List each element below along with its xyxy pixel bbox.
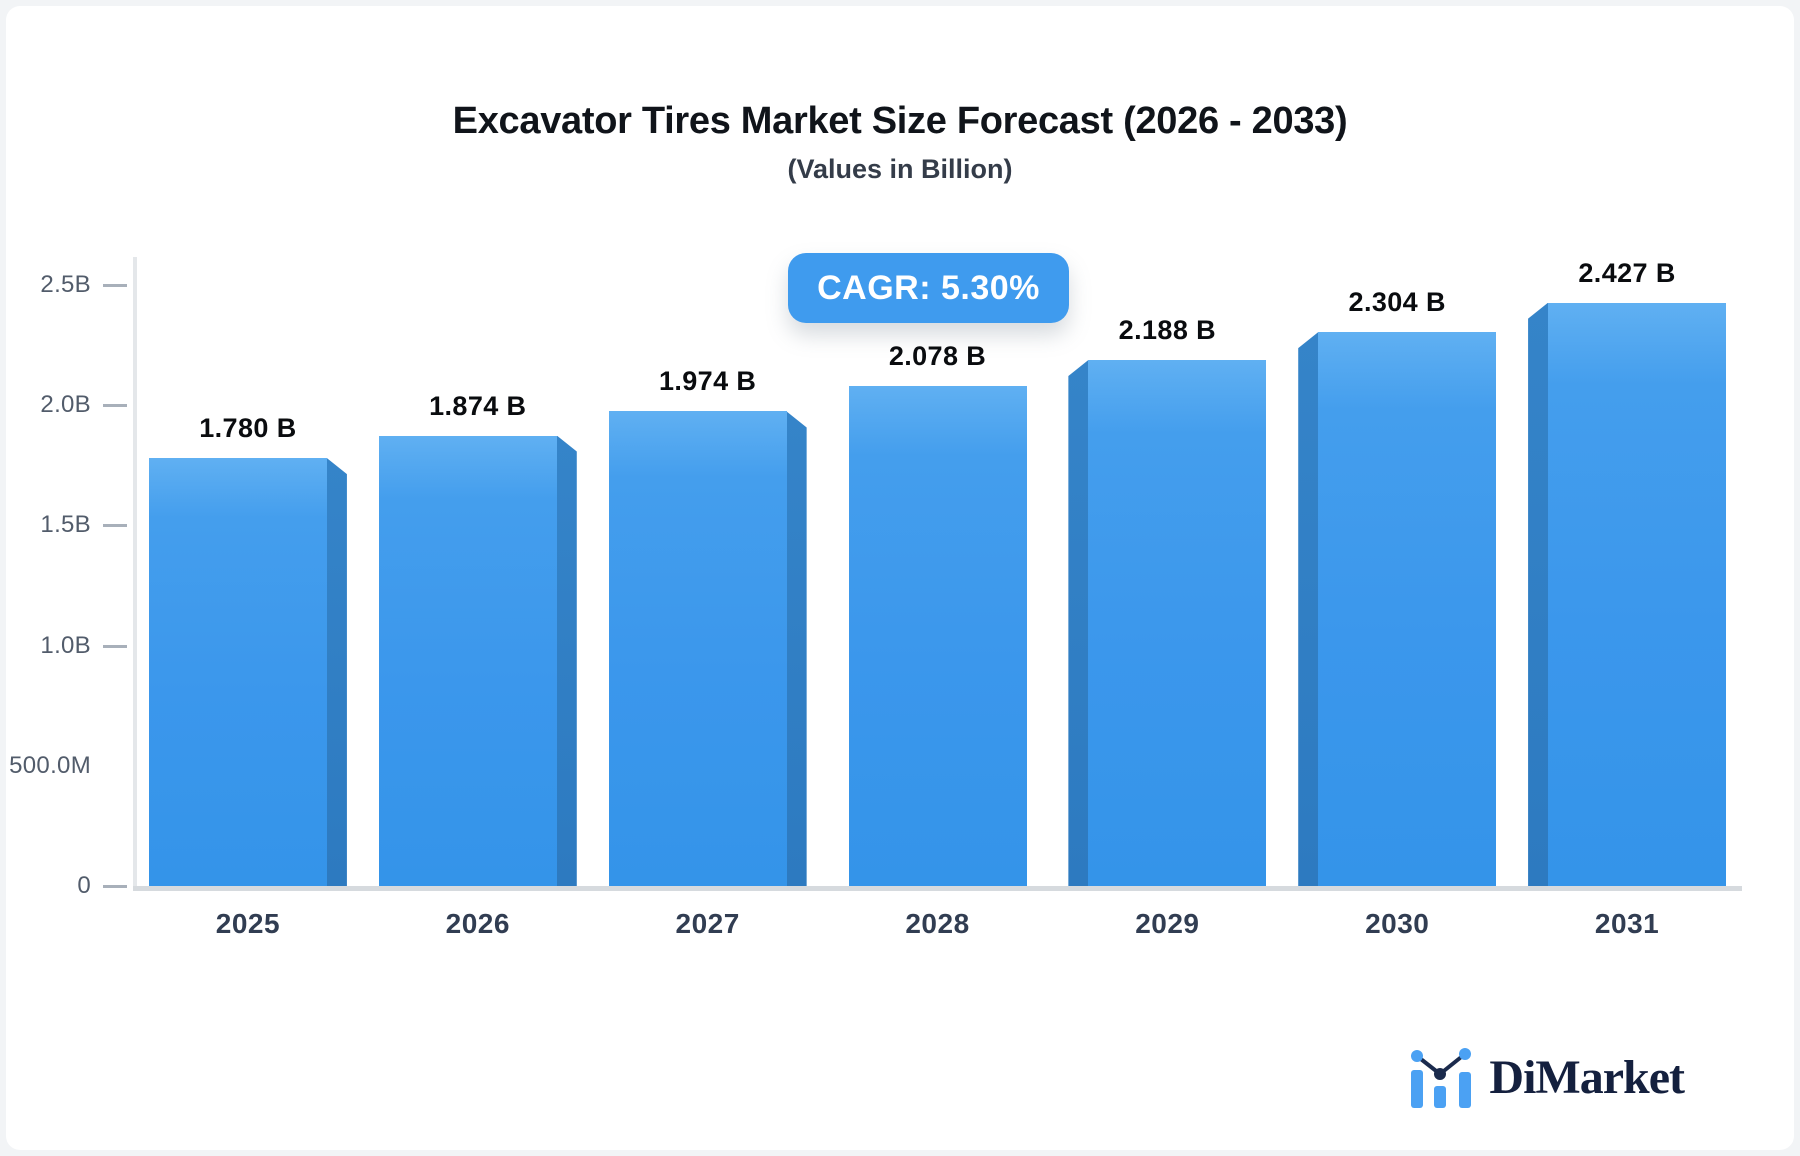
bar-column: 1.974 B 2027	[593, 285, 823, 939]
bar-group	[148, 458, 347, 886]
y-axis-line	[133, 257, 137, 886]
bar-column: 2.304 B 2030	[1282, 285, 1512, 939]
bar-column: 2.427 B 2031	[1512, 258, 1742, 939]
bar-value-label: 2.304 B	[1348, 287, 1446, 318]
logo: DiMarket	[1409, 1046, 1685, 1108]
bar-side-face	[556, 435, 577, 886]
cagr-badge: CAGR: 5.30%	[788, 253, 1069, 323]
y-axis-tick	[103, 524, 127, 528]
x-axis-label: 2026	[445, 908, 510, 939]
bar-group	[1298, 332, 1497, 886]
plot-area: 2.5B 2.0B 1.5B 1.0B 500.0M 0 1.780 B 2025 1.874…	[9, 257, 1742, 939]
y-axis-label: 0	[77, 872, 91, 899]
bar-group	[1528, 302, 1727, 886]
bar	[608, 411, 787, 886]
bar-value-label: 2.427 B	[1578, 257, 1676, 288]
bar-column: 2.078 B 2028	[823, 285, 1053, 939]
bar-side-face	[786, 411, 807, 886]
bar-column: 1.874 B 2026	[363, 285, 593, 939]
x-axis-line	[133, 886, 1742, 891]
y-axis-label: 1.0B	[40, 631, 91, 659]
x-axis-label: 2029	[1135, 908, 1200, 939]
bar-chart-logo-icon	[1411, 1048, 1472, 1108]
bar	[378, 435, 557, 886]
bar	[848, 386, 1027, 886]
bar-value-label: 2.188 B	[1118, 315, 1217, 346]
bar-group	[378, 435, 577, 886]
bar	[1548, 302, 1727, 886]
x-axis-label: 2025	[215, 908, 281, 939]
chart-subtitle: (Values in Billion)	[787, 154, 1013, 184]
y-axis-tick	[103, 885, 127, 888]
y-axis-label: 500.0M	[9, 751, 91, 779]
y-axis-tick	[103, 284, 127, 287]
chart-card: Excavator Tires Market Size Forecast (20…	[6, 6, 1794, 1150]
x-axis-label: 2030	[1365, 908, 1430, 939]
bar-value-label: 1.874 B	[429, 390, 527, 421]
y-axis-tick	[103, 644, 127, 648]
bar-group	[608, 411, 807, 886]
bar-group	[1068, 360, 1267, 886]
bar	[1088, 360, 1267, 886]
y-axis-label: 2.0B	[40, 391, 91, 419]
bar-value-label: 1.780 B	[199, 413, 297, 444]
bar-side-face	[1068, 360, 1089, 886]
bar-side-face	[1528, 302, 1549, 886]
y-axis-label: 2.5B	[40, 271, 91, 298]
logo-text: DiMarket	[1489, 1050, 1685, 1104]
bar	[1318, 332, 1497, 886]
y-axis-label: 1.5B	[40, 511, 91, 539]
cagr-badge-label: CAGR: 5.30%	[817, 268, 1040, 307]
bar-value-label: 1.974 B	[658, 366, 757, 397]
bar	[148, 458, 327, 886]
bar-side-face	[1298, 332, 1319, 886]
chart-title: Excavator Tires Market Size Forecast (20…	[452, 100, 1348, 142]
y-axis-tick	[103, 404, 127, 408]
bar-value-label: 2.078 B	[888, 341, 987, 372]
bars-container: 1.780 B 2025 1.874 B 2026 1.974 B 2027 2.078 B…	[133, 258, 1742, 939]
x-axis-label: 2031	[1594, 908, 1660, 939]
x-axis-label: 2028	[905, 908, 970, 939]
bar-column: 2.188 B 2029	[1052, 285, 1282, 939]
bar-side-face	[326, 458, 347, 886]
x-axis-label: 2027	[675, 908, 740, 939]
bar-group	[848, 386, 1027, 886]
bar-column: 1.780 B 2025	[133, 285, 363, 939]
